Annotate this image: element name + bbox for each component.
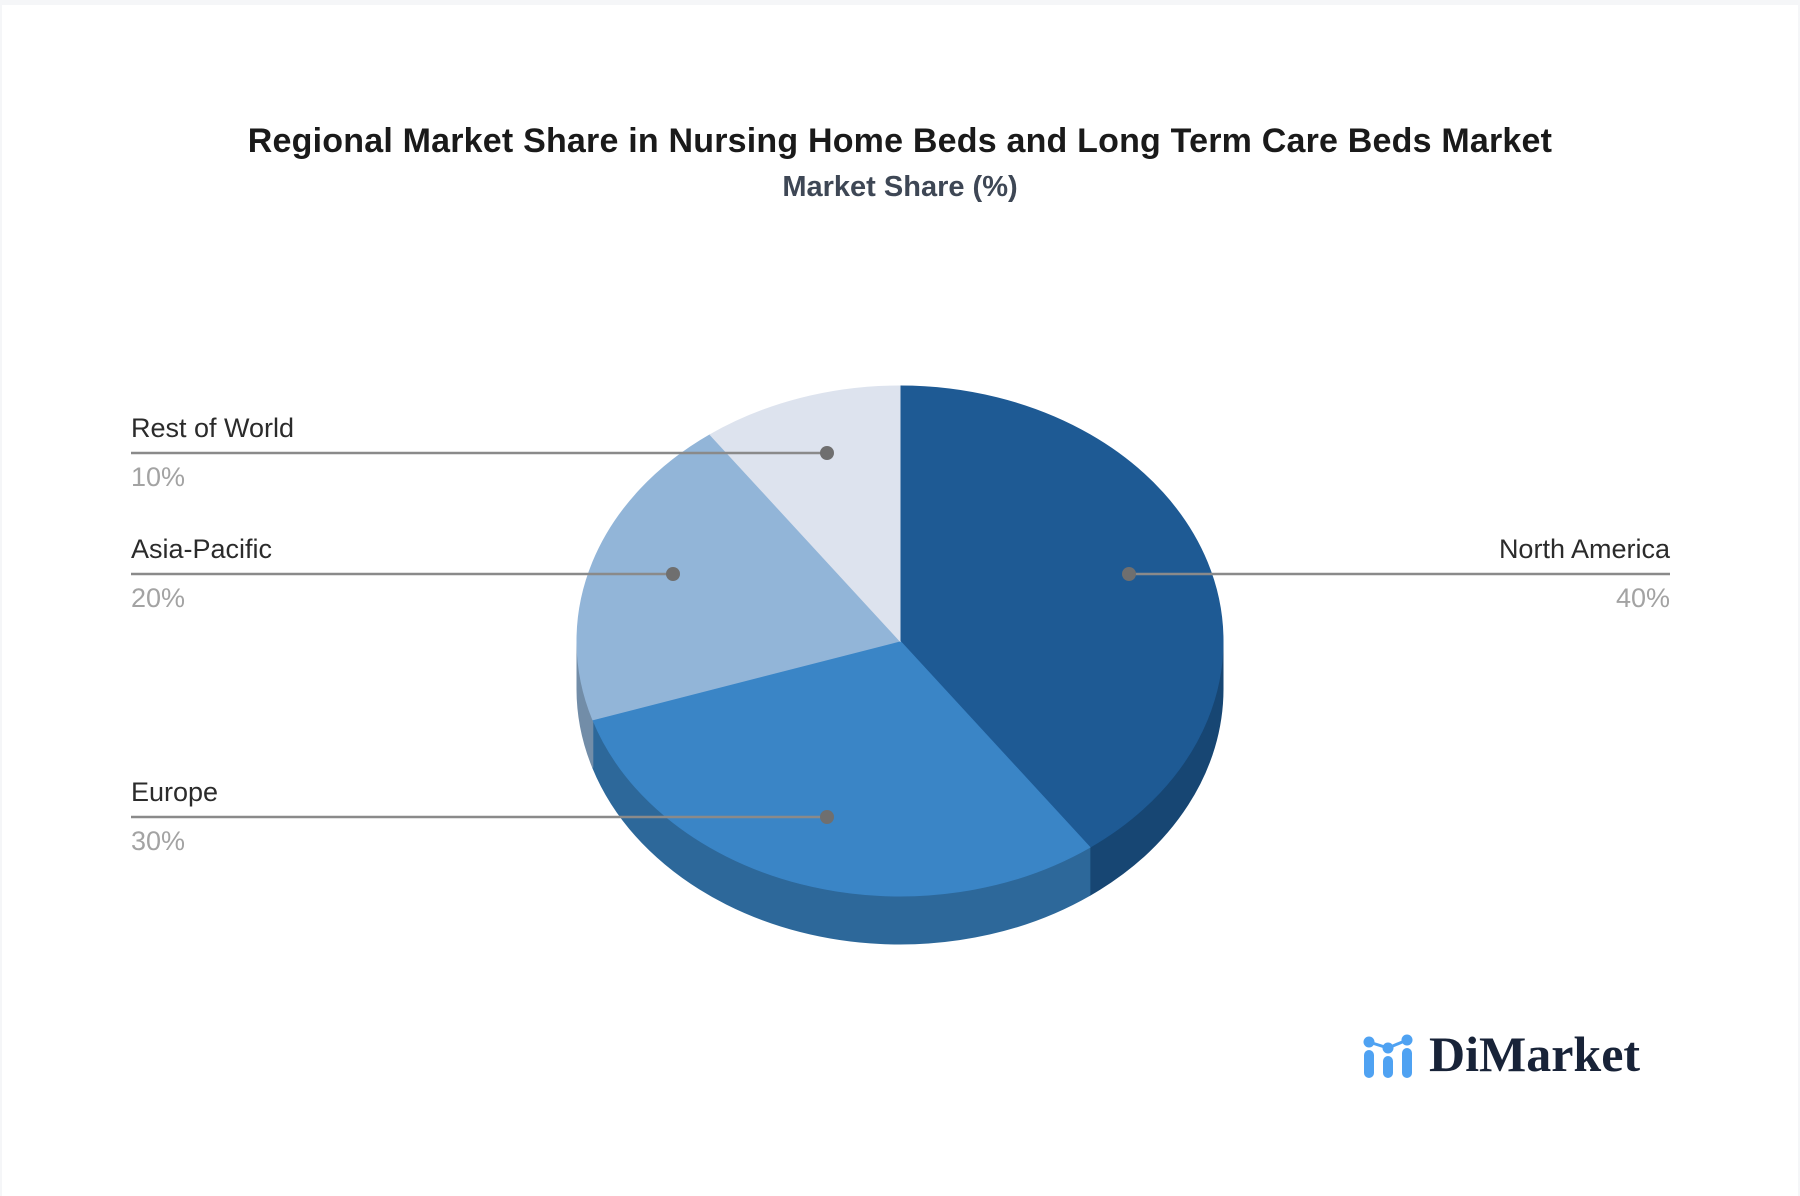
slice-value-asia-pacific: 20% (131, 583, 186, 613)
window-top-edge (0, 0, 1800, 5)
bar-chart-with-trend-dots-icon (1363, 1034, 1413, 1078)
connector-dot-asia-pacific (666, 567, 680, 581)
window-right-edge (1798, 0, 1800, 1196)
connector-dot-europe (820, 810, 834, 824)
connector-dot-rest-of-world (820, 446, 834, 460)
brand-logo: DiMarket (1362, 1028, 1640, 1080)
slice-label-north-america: North America (1498, 534, 1670, 564)
connector-dot-north-america (1122, 567, 1136, 581)
slice-value-rest-of-world: 10% (131, 462, 186, 492)
pie-slice-europe[interactable] (592, 640, 1091, 897)
brand-logo-text: DiMarket (1429, 1026, 1641, 1082)
pie-slice-rest-of-world[interactable] (709, 385, 901, 643)
chart-subtitle: Market Share (%) (782, 171, 1018, 203)
slice-label-asia-pacific: Asia-Pacific (131, 534, 273, 564)
window-left-edge (0, 0, 2, 1196)
slice-label-rest-of-world: Rest of World (131, 413, 295, 443)
pie-slice-north-america[interactable] (899, 385, 1224, 848)
slice-value-europe: 30% (131, 826, 186, 856)
chart-title: Regional Market Share in Nursing Home Be… (247, 122, 1553, 160)
slice-value-north-america: 40% (1615, 583, 1670, 613)
pie-slice-asia-pacific[interactable] (576, 434, 901, 721)
slice-label-europe: Europe (131, 777, 219, 807)
